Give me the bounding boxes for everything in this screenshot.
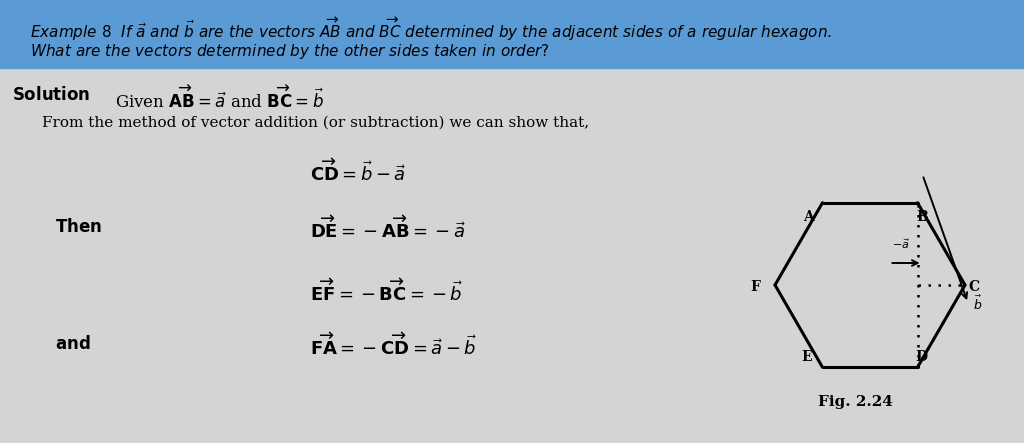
Text: B: B (916, 210, 929, 224)
Text: E: E (801, 350, 812, 364)
Text: $\overrightarrow{\mathbf{EF}}=-\overrightarrow{\mathbf{BC}}=-\vec{b}$: $\overrightarrow{\mathbf{EF}}=-\overrigh… (310, 278, 463, 305)
Bar (0, 0, 1024, 68)
Text: $\mathbf{Solution}$: $\mathbf{Solution}$ (12, 86, 90, 104)
Text: $-\vec{a}$: $-\vec{a}$ (892, 237, 909, 251)
Text: Fig. 2.24: Fig. 2.24 (817, 395, 893, 409)
Text: $\mathbf{Then}$: $\mathbf{Then}$ (55, 218, 102, 236)
Text: $\bf{\it{Example\ 8}}$$\rm{\it{\ \ If\ }}$$\vec{a}$$\rm{\it{\ and\ }}$$\vec{b}$$: $\bf{\it{Example\ 8}}$$\rm{\it{\ \ If\ }… (30, 16, 833, 43)
Text: $\overrightarrow{\mathbf{CD}}=\vec{b}-\vec{a}$: $\overrightarrow{\mathbf{CD}}=\vec{b}-\v… (310, 158, 407, 185)
Text: F: F (750, 280, 760, 294)
Text: Given $\overrightarrow{\mathbf{AB}}=\vec{a}$ and $\overrightarrow{\mathbf{BC}}=\: Given $\overrightarrow{\mathbf{AB}}=\vec… (115, 86, 324, 113)
Text: $\overrightarrow{\mathbf{DE}}=-\overrightarrow{\mathbf{AB}}=-\vec{a}$: $\overrightarrow{\mathbf{DE}}=-\overrigh… (310, 215, 466, 242)
Bar (0, 68, 1024, 443)
Text: C: C (969, 280, 980, 294)
Text: D: D (915, 350, 928, 364)
Text: $\overrightarrow{\mathbf{FA}}=-\overrightarrow{\mathbf{CD}}=\vec{a}-\vec{b}$: $\overrightarrow{\mathbf{FA}}=-\overrigh… (310, 332, 476, 359)
Text: A: A (803, 210, 814, 224)
Text: From the method of vector addition (or subtraction) we can show that,: From the method of vector addition (or s… (42, 116, 589, 130)
Text: $\bf{\it{What\ are\ the\ vectors\ determined\ by\ the\ other\ sides\ taken\ in\ : $\bf{\it{What\ are\ the\ vectors\ determ… (30, 42, 550, 61)
Text: $\mathbf{and}$: $\mathbf{and}$ (55, 335, 90, 353)
Text: $\vec{b}$: $\vec{b}$ (973, 295, 983, 313)
